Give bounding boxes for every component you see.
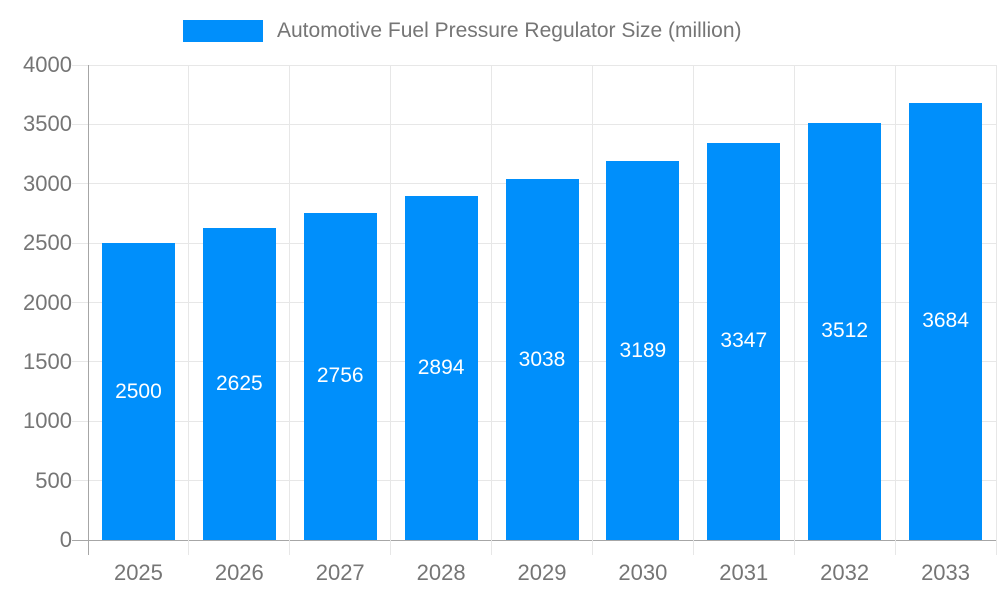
x-gridline	[390, 65, 392, 555]
x-gridline	[289, 65, 291, 555]
bar-value-label: 2756	[316, 364, 364, 388]
x-gridline	[995, 65, 997, 555]
y-axis-label: 2000	[23, 289, 72, 315]
bar[interactable]	[101, 243, 175, 540]
y-axis-label: 1500	[23, 348, 72, 374]
x-gridline	[491, 65, 493, 555]
x-axis-label: 2027	[315, 560, 365, 585]
x-axis-label: 2033	[921, 560, 971, 585]
x-axis-label: 2032	[820, 560, 870, 585]
bar[interactable]	[808, 122, 882, 540]
y-axis-label: 3500	[23, 111, 72, 137]
x-axis-label: 2030	[618, 560, 668, 585]
y-gridline	[72, 123, 996, 125]
bar[interactable]	[202, 228, 276, 540]
bar[interactable]	[707, 142, 781, 540]
bar-value-label: 3347	[720, 329, 768, 353]
bar-value-label: 3189	[619, 338, 667, 362]
y-axis-label: 0	[59, 527, 72, 552]
x-gridline	[793, 65, 795, 555]
y-axis-label: 500	[35, 467, 72, 493]
y-axis-label: 2500	[23, 230, 72, 256]
bar-value-label: 2894	[417, 356, 465, 380]
x-axis-label: 2026	[214, 560, 264, 585]
x-axis-label: 2029	[517, 560, 567, 585]
x-gridline	[188, 65, 190, 555]
bar-value-label: 2500	[115, 379, 162, 403]
bar[interactable]	[505, 179, 579, 540]
bar-value-label: 3684	[922, 309, 969, 333]
bar[interactable]	[303, 212, 377, 540]
bar[interactable]	[404, 196, 478, 540]
y-axis-line	[87, 65, 89, 555]
legend[interactable]: Automotive Fuel Pressure Regulator Size …	[183, 17, 742, 45]
y-gridline	[72, 64, 996, 66]
y-axis-label: 3000	[23, 170, 72, 196]
bar[interactable]	[606, 161, 680, 540]
bar[interactable]	[909, 102, 983, 540]
bar-value-label: 2625	[215, 372, 263, 396]
bar-value-label: 3512	[821, 319, 869, 343]
x-axis-label: 2031	[719, 560, 769, 585]
x-axis-label: 2025	[113, 560, 163, 585]
x-gridline	[894, 65, 896, 555]
legend-label: Automotive Fuel Pressure Regulator Size …	[277, 19, 742, 42]
y-axis-label: 4000	[23, 52, 72, 77]
x-axis-label: 2028	[416, 560, 466, 585]
y-axis-label: 1000	[23, 408, 72, 434]
bar-value-label: 3038	[518, 347, 566, 371]
y-gridline	[72, 539, 996, 541]
plot-area: 0 500 1000 1500 2000 2500 3000 3500 4000 2500 2025…	[23, 52, 997, 585]
x-gridline	[692, 65, 694, 555]
legend-swatch	[183, 20, 263, 42]
x-gridline	[591, 65, 593, 555]
